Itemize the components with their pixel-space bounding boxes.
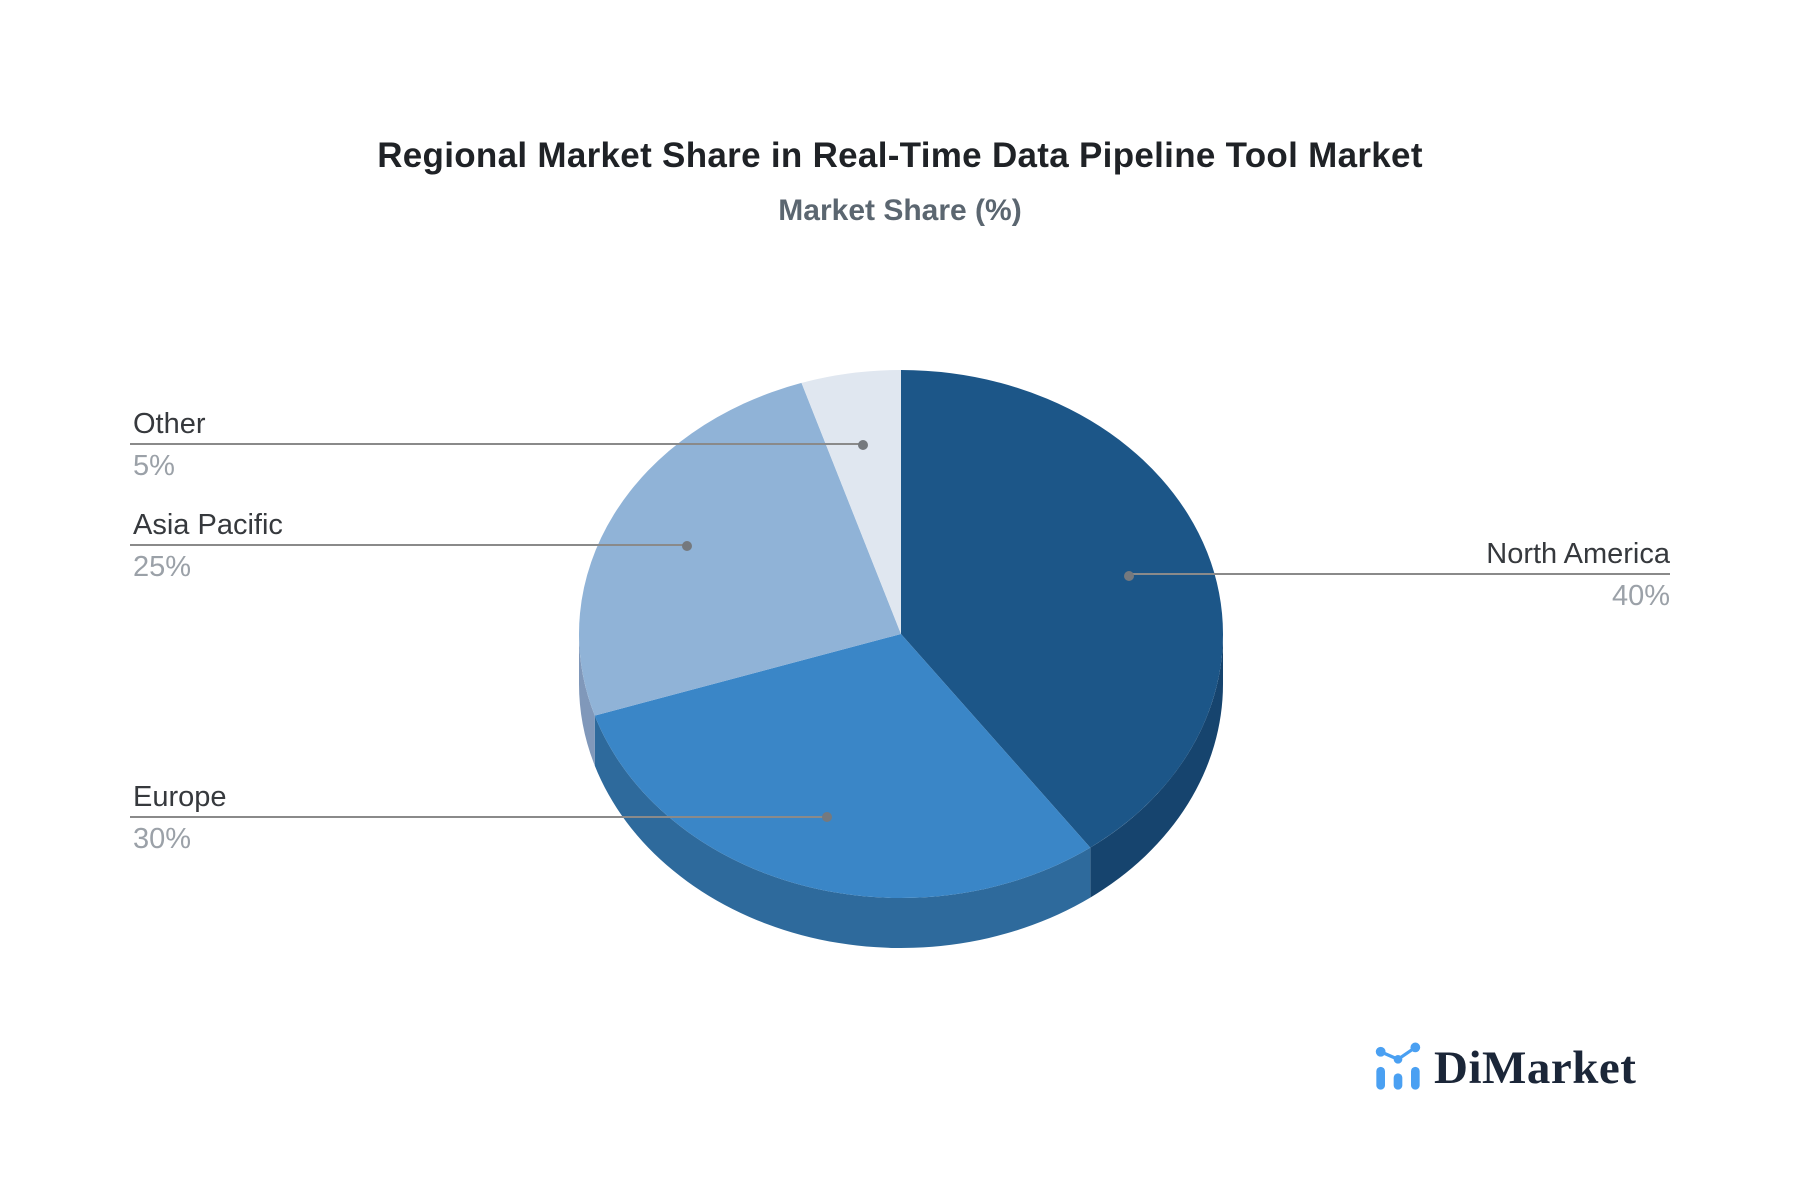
leader-dot-europe — [822, 812, 832, 822]
leader-dot-asia-pacific — [682, 541, 692, 551]
slice-value-north-america: 40% — [1612, 580, 1670, 612]
slice-label-other: Other — [133, 408, 206, 440]
dimarket-logo: DiMarket — [1372, 1042, 1636, 1094]
logo-text: DiMarket — [1434, 1041, 1637, 1094]
pie-slice-side-asia-pacific — [579, 634, 595, 766]
slice-label-europe: Europe — [133, 781, 227, 813]
slice-value-asia-pacific: 25% — [133, 551, 191, 583]
bar-line-chart-icon — [1375, 1042, 1421, 1090]
slice-value-other: 5% — [133, 450, 175, 482]
leader-dot-other — [858, 440, 868, 450]
pie-slice-side-north-america — [1090, 634, 1223, 898]
slice-value-europe: 30% — [133, 823, 191, 855]
pie-slice-other — [801, 370, 901, 634]
pie-slice-europe — [594, 634, 1091, 898]
leader-dot-north-america — [1124, 571, 1134, 581]
pie-slice-north-america — [901, 370, 1224, 848]
slice-label-asia-pacific: Asia Pacific — [133, 509, 283, 541]
pie-slice-asia-pacific — [579, 382, 901, 716]
chart-title: Regional Market Share in Real-Time Data … — [377, 136, 1423, 175]
slice-label-north-america: North America — [1486, 538, 1671, 570]
pie-slice-side-europe — [594, 715, 1091, 948]
chart-subtitle: Market Share (%) — [778, 194, 1022, 227]
